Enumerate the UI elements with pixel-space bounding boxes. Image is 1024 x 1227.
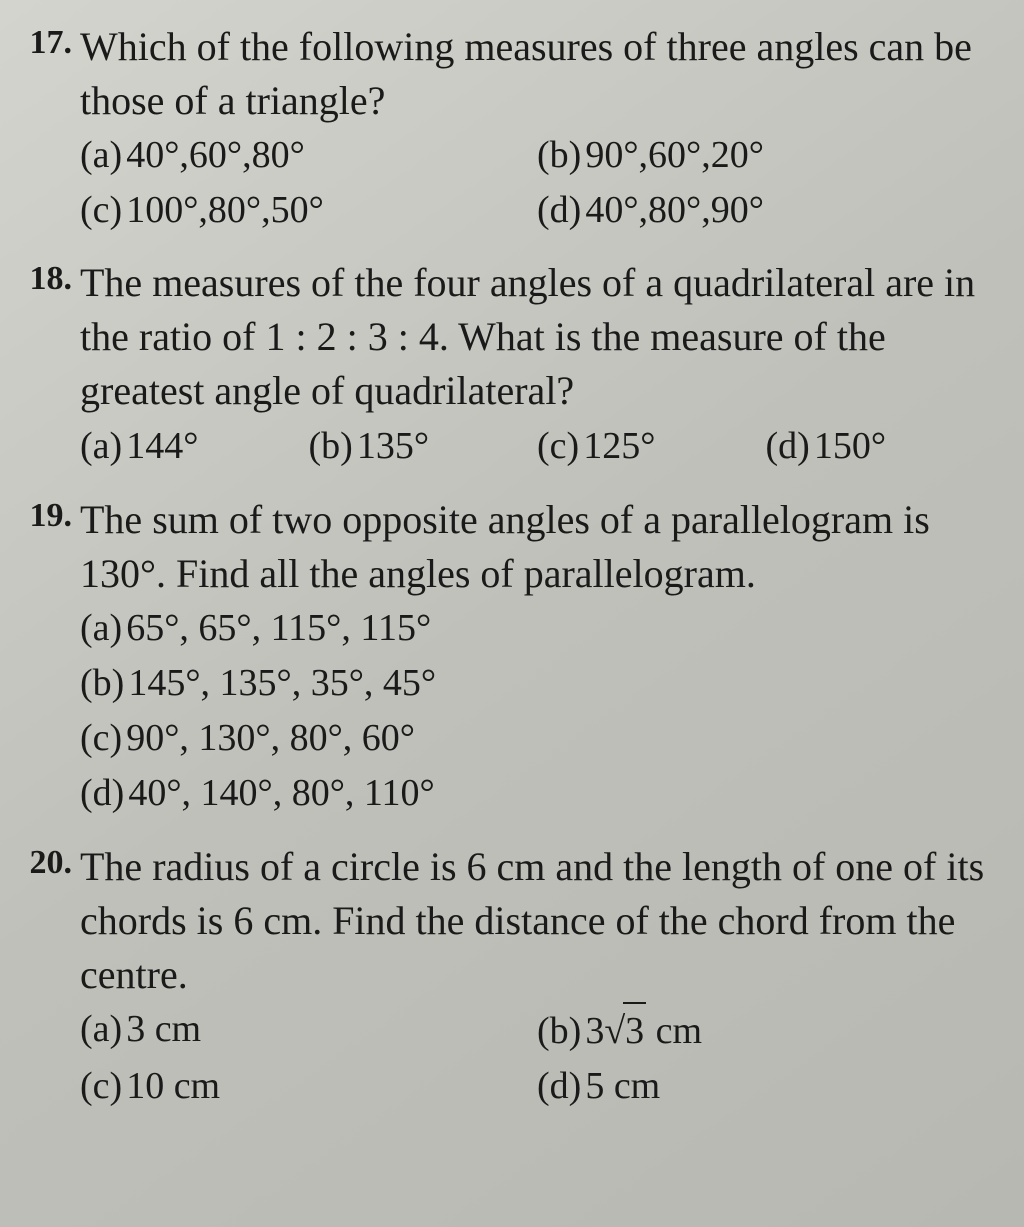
option-value: 145°, 135°, 35°, 45° [128,662,436,704]
option-a: (a)40°,60°,80° [80,128,537,183]
option-value: 65°, 65°, 115°, 115° [126,607,431,649]
question-text: Which of the following measures of three… [80,20,994,128]
option-b: (b)135° [309,418,538,475]
question-number: 19. [20,493,80,539]
option-value: 135° [357,425,429,467]
option-value-suffix: cm [646,1010,702,1052]
option-value: 125° [583,425,655,467]
question-18: 18. The measures of the four angles of a… [20,256,994,475]
option-c: (c)10 cm [80,1059,537,1114]
question-20: 20. The radius of a circle is 6 cm and t… [20,840,994,1114]
option-b: (b)90°,60°,20° [537,128,994,183]
page: 17. Which of the following measures of t… [0,0,1024,1227]
options-2col: (a)40°,60°,80° (b)90°,60°,20° (c)100°,80… [80,128,994,238]
option-d: (d)40°,80°,90° [537,183,994,238]
option-value: 10 cm [126,1065,220,1107]
option-value: 3 cm [126,1008,201,1050]
option-b: (b)3√3 cm [537,1002,994,1059]
sqrt-icon: √ [604,1010,625,1052]
question-row: 19. The sum of two opposite angles of a … [20,493,994,601]
option-d: (d)5 cm [537,1059,994,1114]
option-label: (b) [537,134,581,176]
option-value: 5 cm [585,1065,660,1107]
option-value: 40°,80°,90° [585,189,764,231]
question-text: The sum of two opposite angles of a para… [80,493,994,601]
option-value: 40°, 140°, 80°, 110° [128,772,434,814]
options-1col: (a)65°, 65°, 115°, 115° (b)145°, 135°, 3… [80,601,994,821]
option-a: (a)144° [80,418,309,475]
question-17: 17. Which of the following measures of t… [20,20,994,238]
option-c: (c)100°,80°,50° [80,183,537,238]
question-text: The radius of a circle is 6 cm and the l… [80,840,994,1002]
option-d: (d)150° [766,418,995,475]
option-value: 40°,60°,80° [126,134,305,176]
option-label: (a) [80,1008,122,1050]
option-a: (a)65°, 65°, 115°, 115° [80,601,994,656]
option-label: (c) [80,717,122,759]
question-row: 18. The measures of the four angles of a… [20,256,994,418]
options-2col: (a)3 cm (b)3√3 cm (c)10 cm (d)5 cm [80,1002,994,1114]
radicand: 3 [623,1002,646,1059]
option-label: (a) [80,425,122,467]
option-label: (d) [537,189,581,231]
option-c: (c)125° [537,418,766,475]
question-text: The measures of the four angles of a qua… [80,256,994,418]
option-label: (d) [80,772,124,814]
question-19: 19. The sum of two opposite angles of a … [20,493,994,821]
option-b: (b)145°, 135°, 35°, 45° [80,656,994,711]
option-label: (a) [80,607,122,649]
option-value: 144° [126,425,198,467]
option-label: (c) [537,425,579,467]
option-value: 100°,80°,50° [126,189,324,231]
option-label: (d) [766,425,810,467]
option-label: (c) [80,189,122,231]
option-label: (c) [80,1065,122,1107]
options-4col: (a)144° (b)135° (c)125° (d)150° [80,418,994,475]
option-c: (c)90°, 130°, 80°, 60° [80,711,994,766]
option-value-prefix: 3 [585,1010,604,1052]
option-value: 90°,60°,20° [585,134,764,176]
option-value: 150° [814,425,886,467]
option-value: 90°, 130°, 80°, 60° [126,717,415,759]
option-label: (d) [537,1065,581,1107]
question-row: 17. Which of the following measures of t… [20,20,994,128]
option-label: (b) [309,425,353,467]
option-label: (b) [80,662,124,704]
option-d: (d)40°, 140°, 80°, 110° [80,766,994,821]
question-number: 20. [20,840,80,886]
question-number: 17. [20,20,80,66]
question-row: 20. The radius of a circle is 6 cm and t… [20,840,994,1002]
question-number: 18. [20,256,80,302]
option-label: (a) [80,134,122,176]
option-a: (a)3 cm [80,1002,537,1059]
option-label: (b) [537,1010,581,1052]
